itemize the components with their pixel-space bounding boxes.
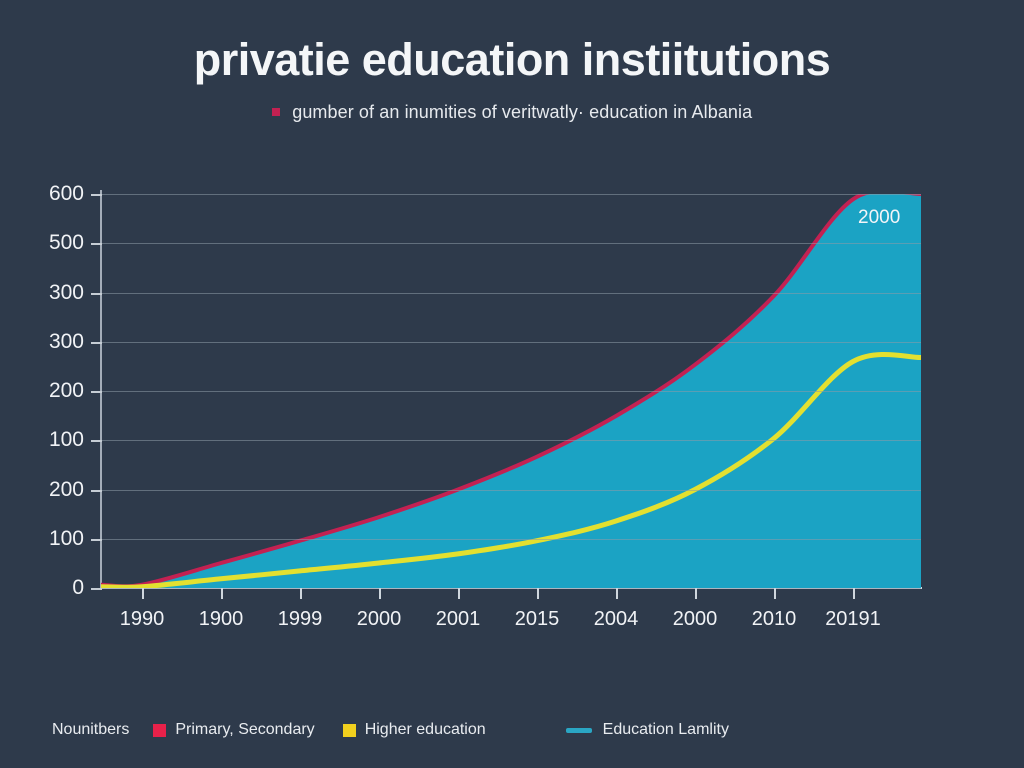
x-tick-label: 2000 xyxy=(672,608,718,630)
x-tick-mark xyxy=(300,588,302,599)
gridline xyxy=(101,490,921,491)
x-tick-label: 2000 xyxy=(356,608,402,630)
gridline xyxy=(101,539,921,540)
higher-education-line xyxy=(98,352,924,590)
gridline xyxy=(101,342,921,343)
gridline xyxy=(101,440,921,441)
y-tick-label: 300 xyxy=(48,281,84,304)
x-tick-label: 2015 xyxy=(514,608,560,630)
y-tick-mark xyxy=(91,342,102,344)
x-tick-mark xyxy=(616,588,618,599)
legend-item-higher-education[interactable]: Higher education xyxy=(342,721,486,739)
x-tick-mark xyxy=(458,588,460,599)
y-tick-label: 100 xyxy=(48,527,84,550)
x-tick-mark xyxy=(142,588,144,599)
y-tick-mark xyxy=(91,293,102,295)
legend-axis-title: Nounitbers xyxy=(52,721,130,738)
y-tick-mark xyxy=(91,490,102,492)
gridline xyxy=(101,243,921,244)
education-lamlity-area xyxy=(101,190,921,588)
y-tick-mark xyxy=(91,440,102,442)
gridline xyxy=(101,588,921,589)
y-tick-mark xyxy=(91,243,102,245)
legend-swatch-icon xyxy=(153,723,167,737)
x-tick-label: 20191 xyxy=(825,608,881,630)
x-tick-label: 2010 xyxy=(751,608,797,630)
y-axis-line xyxy=(100,190,102,590)
y-tick-label: 600 xyxy=(48,182,84,205)
plot-area xyxy=(98,188,924,590)
y-tick-mark xyxy=(91,194,102,196)
gridline xyxy=(101,293,921,294)
x-tick-mark xyxy=(379,588,381,599)
y-tick-label: 200 xyxy=(48,379,84,402)
data-annotation-label: 2000 xyxy=(858,207,901,228)
primary-secondary-line xyxy=(99,188,923,589)
legend-label: Higher education xyxy=(364,721,486,738)
y-tick-label: 0 xyxy=(72,576,84,599)
x-tick-label: 1990 xyxy=(119,608,165,630)
y-tick-mark xyxy=(91,588,102,590)
chart-legend: Nounitbers Primary, Secondary Higher edu… xyxy=(52,721,757,739)
square-marker-icon xyxy=(271,107,280,116)
legend-line-icon xyxy=(565,727,592,733)
legend-label: Education Lamlity xyxy=(602,721,729,738)
x-tick-mark xyxy=(221,588,223,599)
gridline xyxy=(101,391,921,392)
x-tick-label: 1999 xyxy=(277,608,323,630)
page-subtitle: gumber of an inumities of veritwatly· ed… xyxy=(292,102,753,122)
gridline xyxy=(101,194,921,195)
legend-swatch-icon xyxy=(342,723,356,737)
page-title: privatie education instiitutions xyxy=(193,34,831,85)
x-tick-label: 2004 xyxy=(593,608,639,630)
x-tick-mark xyxy=(695,588,697,599)
y-tick-label: 200 xyxy=(48,478,84,501)
y-tick-label: 500 xyxy=(48,231,84,254)
chart-canvas xyxy=(98,188,924,590)
legend-label: Primary, Secondary xyxy=(175,721,315,738)
x-tick-label: 2001 xyxy=(435,608,481,630)
legend-item-primary-secondary[interactable]: Primary, Secondary xyxy=(153,721,315,739)
x-tick-mark xyxy=(853,588,855,599)
y-tick-label: 300 xyxy=(48,330,84,353)
subtitle-row: gumber of an inumities of veritwatly· ed… xyxy=(0,102,1024,123)
y-tick-label: 100 xyxy=(48,428,84,451)
y-tick-mark xyxy=(91,539,102,541)
x-tick-mark xyxy=(537,588,539,599)
x-tick-label: 1900 xyxy=(198,608,244,630)
y-tick-mark xyxy=(91,391,102,393)
legend-item-education-lamlity[interactable]: Education Lamlity xyxy=(565,721,729,739)
x-tick-mark xyxy=(774,588,776,599)
